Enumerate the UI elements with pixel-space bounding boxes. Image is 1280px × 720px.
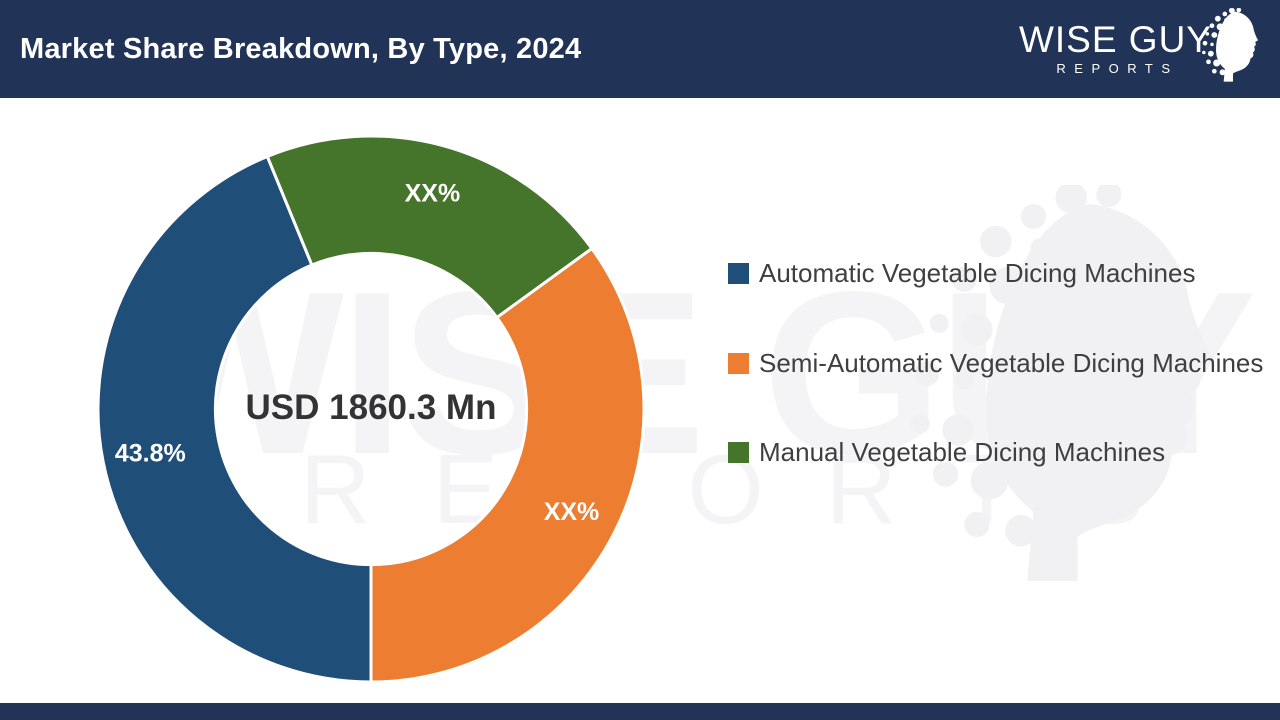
page-title: Market Share Breakdown, By Type, 2024	[20, 32, 582, 65]
slice-value-label: XX%	[405, 180, 461, 208]
wise-guy-logo: WISE GUY REPORTS	[1019, 0, 1268, 98]
legend-swatch-green	[728, 442, 749, 463]
legend-label: Manual Vegetable Dicing Machines	[759, 437, 1166, 467]
legend-item-automatic: Automatic Vegetable Dicing Machines	[728, 258, 1195, 289]
legend-item-manual: Manual Vegetable Dicing Machines	[728, 437, 1165, 468]
legend-swatch-blue	[728, 263, 749, 284]
donut-chart: 43.8% XX% XX%	[96, 134, 646, 684]
footer-bar	[0, 703, 1280, 720]
chart-legend: Automatic Vegetable Dicing Machines Semi…	[728, 0, 1280, 720]
logo-wordmark: WISE GUY	[1018, 19, 1212, 60]
legend-swatch-orange	[728, 353, 749, 374]
donut-slice	[96, 154, 373, 684]
slice-value-label: 43.8%	[115, 440, 186, 468]
logo-reports-text: REPORTS	[1056, 61, 1179, 76]
chart-center-value: USD 1860.3 Mn	[245, 388, 497, 427]
header-bar: Market Share Breakdown, By Type, 2024 WI…	[0, 0, 1280, 98]
donut-slice	[265, 134, 594, 320]
legend-item-semi-automatic: Semi-Automatic Vegetable Dicing Machines	[728, 348, 1263, 379]
donut-slice	[369, 247, 646, 684]
slice-value-label: XX%	[544, 498, 600, 526]
logo-text: WISE GUY REPORTS	[1018, 19, 1212, 76]
legend-label: Automatic Vegetable Dicing Machines	[759, 258, 1196, 288]
legend-label: Semi-Automatic Vegetable Dicing Machines	[759, 348, 1264, 378]
